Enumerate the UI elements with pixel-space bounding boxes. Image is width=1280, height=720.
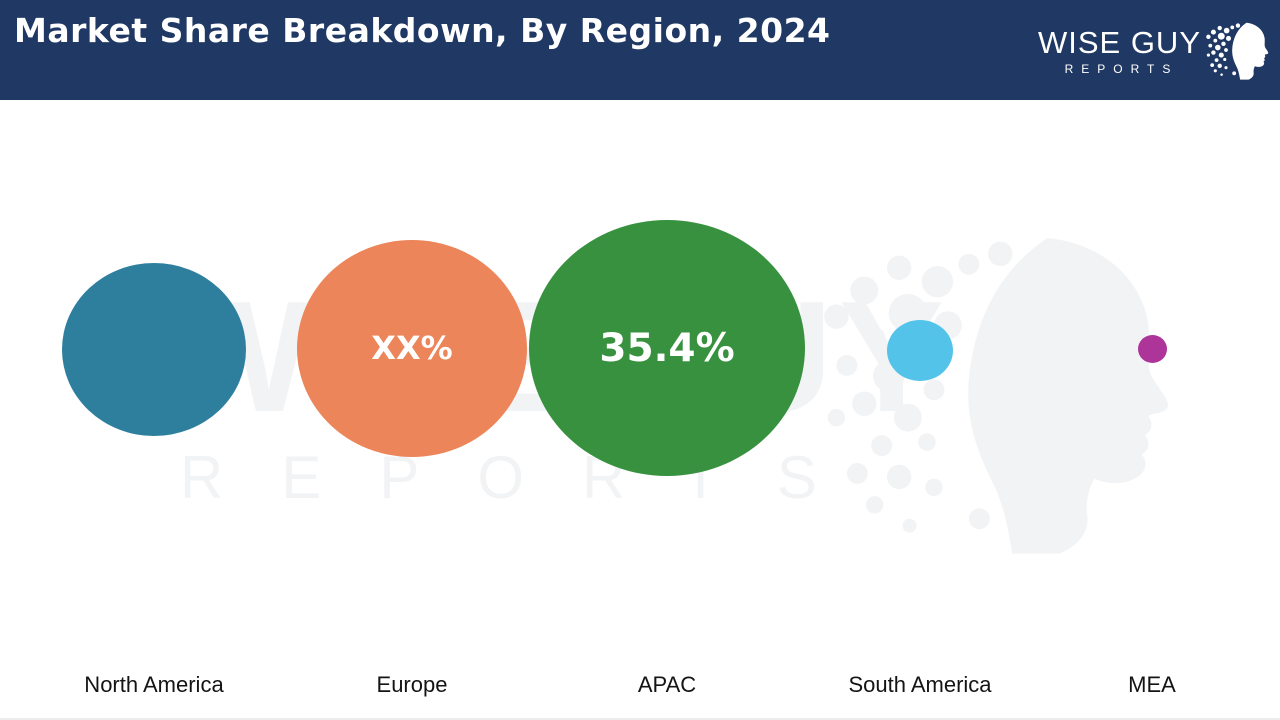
bubble-value-label-apac: 35.4% xyxy=(599,325,735,371)
bubble-europe: XX% xyxy=(297,239,527,457)
bubble-south-america xyxy=(887,319,953,381)
header-bar: Market Share Breakdown, By Region, 2024 … xyxy=(0,0,1280,100)
watermark-head-icon xyxy=(824,238,1169,554)
wiseguy-logo: WISE GUY REPORTS xyxy=(1038,6,1270,96)
category-label-north-america: North America xyxy=(84,672,224,697)
bubble-apac: 35.4% xyxy=(529,220,805,476)
bubble-north-america xyxy=(62,262,246,436)
category-label-mea: MEA xyxy=(1128,672,1176,697)
bubble-mea xyxy=(1137,335,1167,363)
category-label-apac: APAC xyxy=(637,672,697,697)
wiseguy-head-logo-icon xyxy=(1206,22,1269,80)
bubble-value-label-europe: XX% xyxy=(371,329,453,367)
wiseguy-logo-text: WISE GUY REPORTS xyxy=(1038,27,1201,76)
page-title: Market Share Breakdown, By Region, 2024 xyxy=(14,11,831,50)
category-label-europe: Europe xyxy=(376,672,448,697)
category-label-south-america: South America xyxy=(848,672,992,697)
logo-line2: REPORTS xyxy=(1064,61,1179,76)
watermark-reports-text: REPORTS xyxy=(180,444,875,511)
logo-line1: WISE GUY xyxy=(1037,24,1201,60)
